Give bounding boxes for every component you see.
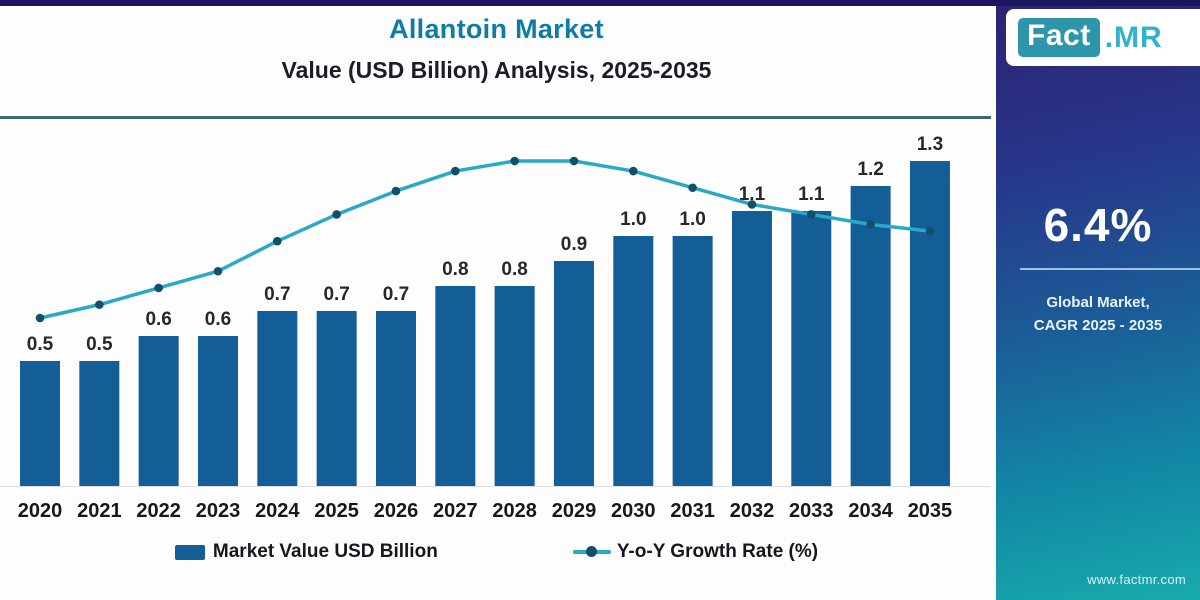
cagr-caption: Global Market, CAGR 2025 - 2035 — [996, 292, 1200, 337]
sidebar-divider — [1020, 268, 1200, 270]
bar-swatch-icon — [174, 544, 205, 560]
growth-marker-2029 — [569, 156, 579, 166]
logo-fact-text: Fact — [1018, 18, 1100, 57]
growth-marker-2024 — [273, 236, 282, 246]
growth-marker-2033 — [806, 210, 816, 219]
chart-subtitle: Value (USD Billion) Analysis, 2025-2035 — [281, 57, 712, 83]
bar-2031 — [672, 236, 713, 486]
growth-marker-2022 — [154, 283, 163, 293]
header-divider — [0, 116, 993, 119]
year-label-2021: 2021 — [77, 500, 122, 522]
growth-marker-2020 — [35, 313, 45, 323]
legend-bar-label: Market Value USD Billion — [212, 541, 438, 562]
bar-2035 — [909, 161, 950, 486]
growth-marker-2021 — [95, 300, 104, 309]
year-label-2033: 2033 — [789, 500, 834, 522]
bar-2030 — [613, 236, 654, 486]
bar-2020 — [20, 361, 60, 486]
year-label-2027: 2027 — [433, 500, 478, 522]
cagr-caption-line2: CAGR 2025 - 2035 — [1033, 316, 1163, 334]
bar-2027 — [435, 286, 476, 486]
year-label-2025: 2025 — [314, 500, 359, 522]
growth-marker-2030 — [629, 166, 638, 176]
bar-value-label-2028: 0.8 — [501, 259, 527, 280]
bar-value-label-2023: 0.6 — [205, 309, 231, 330]
bar-2026 — [375, 311, 416, 486]
bar-2024 — [257, 311, 298, 486]
legend-line-label: Y-o-Y Growth Rate (%) — [616, 541, 819, 562]
year-label-2034: 2034 — [848, 500, 893, 522]
bar-2033 — [791, 211, 832, 486]
sidebar: Fact .MR 6.4% Global Market, CAGR 2025 -… — [991, 0, 1200, 600]
chart-area: Allantoin Market Value (USD Billion) Ana… — [0, 14, 993, 563]
growth-marker-2034 — [866, 220, 875, 229]
legend: Market Value USD Billion Y-o-Y Growth Ra… — [0, 541, 993, 563]
growth-line — [38, 159, 932, 320]
year-label-2024: 2024 — [255, 500, 300, 522]
year-label-2023: 2023 — [196, 500, 241, 522]
year-label-2030: 2030 — [611, 500, 656, 522]
bar-value-label-2033: 1.1 — [798, 184, 825, 205]
year-label-2026: 2026 — [374, 500, 419, 522]
bar-value-label-2031: 1.0 — [679, 209, 705, 230]
bar-2034 — [850, 186, 891, 486]
bar-value-label-2020: 0.5 — [27, 334, 54, 355]
bar-2032 — [731, 211, 772, 486]
bar-value-label-2022: 0.6 — [145, 309, 171, 330]
line-marker-icon — [585, 546, 597, 557]
year-label-2029: 2029 — [552, 500, 597, 522]
growth-marker-2032 — [747, 200, 757, 209]
year-label-2031: 2031 — [670, 500, 715, 522]
year-label-2022: 2022 — [136, 500, 181, 522]
combo-chart: 0.5 2020 0.5 2021 0.6 2022 0.6 2023 0.7 2024 0.7 20… — [0, 134, 993, 522]
growth-marker-2026 — [391, 186, 401, 196]
bar-2022 — [138, 336, 179, 486]
bar-2023 — [197, 336, 238, 486]
top-border-strip — [0, 0, 1200, 6]
growth-marker-2027 — [451, 166, 460, 176]
bar-value-label-2034: 1.2 — [857, 159, 883, 180]
year-label-2032: 2032 — [730, 500, 775, 522]
bar-value-label-2035: 1.3 — [917, 134, 943, 155]
bar-value-label-2024: 0.7 — [264, 284, 290, 305]
cagr-caption-line1: Global Market, — [1046, 294, 1150, 311]
year-label-2035: 2035 — [908, 500, 953, 522]
bar-value-label-2026: 0.7 — [383, 284, 409, 305]
bar-value-label-2021: 0.5 — [86, 334, 113, 355]
year-label-2028: 2028 — [492, 500, 537, 522]
line-swatch-icon — [572, 546, 611, 557]
bar-value-label-2030: 1.0 — [620, 209, 646, 230]
bar-2028 — [494, 286, 535, 486]
legend-item-bar: Market Value USD Billion — [174, 541, 438, 563]
bar-2029 — [553, 261, 594, 486]
growth-marker-2028 — [510, 156, 519, 166]
website-url: www.factmr.com — [1087, 572, 1186, 587]
cagr-value: 6.4% — [1043, 199, 1153, 251]
bar-value-label-2025: 0.7 — [323, 284, 349, 305]
chart-title: Allantoin Market — [389, 14, 604, 44]
growth-marker-2023 — [213, 266, 223, 276]
logo-mr-text: .MR — [1104, 20, 1163, 54]
legend-item-line: Y-o-Y Growth Rate (%) — [572, 541, 819, 563]
bar-value-label-2029: 0.9 — [561, 234, 587, 255]
factmr-logo: Fact .MR — [1006, 9, 1200, 66]
bar-2025 — [316, 311, 357, 486]
bar-value-label-2027: 0.8 — [442, 259, 468, 280]
year-label-2020: 2020 — [18, 500, 63, 522]
growth-marker-2025 — [332, 210, 341, 219]
bar-2021 — [79, 361, 120, 486]
growth-marker-2035 — [925, 226, 935, 236]
growth-marker-2031 — [688, 183, 697, 193]
bar-value-label-2032: 1.1 — [739, 184, 766, 205]
